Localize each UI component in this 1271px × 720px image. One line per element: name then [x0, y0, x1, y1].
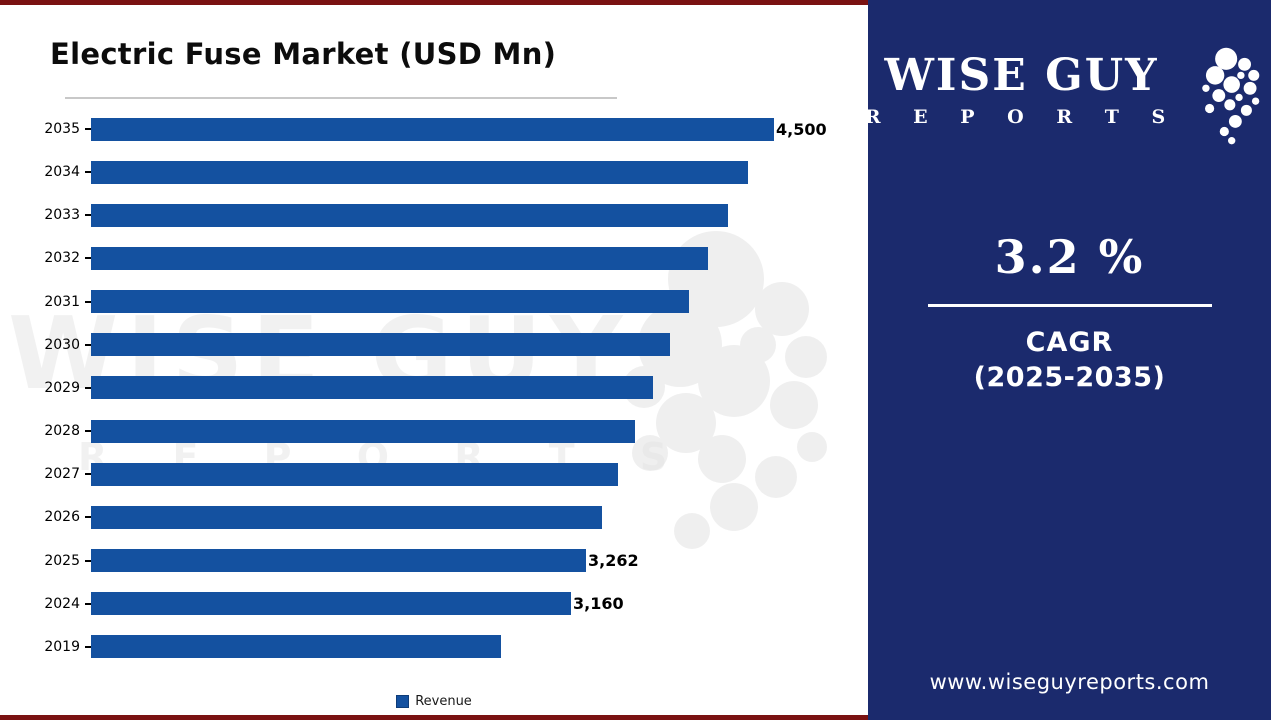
bar-row-2026: 2026	[32, 505, 842, 529]
chart-panel: WISE GUY R E P O R T S Electric Fuse Mar…	[0, 0, 868, 720]
y-tick-mark	[85, 559, 91, 562]
brand-panel: WISE GUY R E P O R T S 3.2 % CAGR (2025-…	[864, 0, 1271, 720]
bar-row-2029: 2029	[32, 376, 842, 400]
title-underline	[65, 97, 617, 99]
y-tick-label: 2035	[44, 121, 80, 137]
y-tick-mark	[85, 430, 91, 433]
bar-row-2033: 2033	[32, 203, 842, 227]
cagr-divider	[927, 304, 1212, 307]
bar-row-2027: 2027	[32, 462, 842, 486]
y-tick-mark	[85, 386, 91, 389]
bar-value-label: 4,500	[776, 119, 827, 139]
bar-value-label: 3,160	[573, 594, 624, 614]
bar-row-2032: 2032	[32, 246, 842, 270]
y-tick-label: 2025	[44, 552, 80, 569]
y-tick-label: 2030	[44, 336, 80, 353]
website-url: www.wiseguyreports.com	[929, 670, 1210, 694]
y-tick-label: 2034	[44, 164, 80, 181]
bar-chart: 2035 4,500 2034 2033 2032 2031 2030 2029 2028 202…	[32, 117, 842, 659]
y-tick-label: 2029	[44, 379, 80, 396]
revenue-bar	[91, 333, 670, 357]
y-tick-mark	[85, 343, 91, 346]
bar-row-2024: 2024 3,160	[32, 592, 842, 616]
y-tick-mark	[85, 214, 91, 217]
y-tick-mark	[85, 645, 91, 648]
brand-subname: R E P O R T S	[864, 106, 1179, 129]
y-tick-mark	[85, 300, 91, 303]
y-tick-mark	[85, 171, 91, 174]
brand-head-icon	[1202, 47, 1260, 145]
bar-value-label: 3,262	[588, 551, 639, 571]
revenue-bar	[91, 376, 653, 400]
revenue-bar	[91, 462, 618, 486]
bar-row-2031: 2031	[32, 290, 842, 314]
revenue-bar	[91, 549, 586, 573]
brand-logo-text: WISE GUY R E P O R T S	[864, 50, 1179, 129]
brand-logo: WISE GUY R E P O R T S	[864, 47, 1271, 150]
revenue-bar	[91, 592, 571, 616]
revenue-bar	[91, 635, 501, 659]
y-tick-mark	[85, 128, 91, 130]
y-tick-label: 2026	[44, 509, 80, 526]
y-tick-label: 2028	[44, 423, 80, 440]
legend-swatch-revenue	[396, 695, 410, 708]
revenue-bar	[91, 160, 748, 184]
chart-title: Electric Fuse Market (USD Mn)	[50, 37, 557, 71]
y-tick-label: 2032	[44, 250, 80, 267]
bar-row-2025: 2025 3,262	[32, 549, 842, 573]
bar-row-2019: 2019	[32, 635, 842, 659]
y-tick-mark	[85, 516, 91, 519]
y-tick-label: 2024	[44, 595, 80, 612]
revenue-bar	[91, 117, 774, 141]
y-tick-mark	[85, 602, 91, 605]
cagr-period: (2025-2035)	[973, 362, 1166, 393]
revenue-bar	[91, 505, 602, 529]
y-tick-label: 2027	[44, 466, 80, 483]
cagr-label: CAGR	[1025, 327, 1114, 358]
cagr-value: 3.2 %	[994, 230, 1145, 284]
revenue-bar	[91, 290, 689, 314]
legend: Revenue	[0, 694, 868, 709]
legend-label-revenue: Revenue	[415, 694, 472, 709]
bar-row-2035: 2035 4,500	[32, 117, 842, 141]
revenue-bar	[91, 246, 708, 270]
revenue-bar	[91, 203, 728, 227]
y-tick-mark	[85, 257, 91, 260]
bar-row-2034: 2034	[32, 160, 842, 184]
bar-row-2030: 2030	[32, 333, 842, 357]
y-tick-label: 2031	[44, 293, 80, 310]
brand-name: WISE GUY	[884, 50, 1159, 101]
y-tick-mark	[85, 473, 91, 476]
y-tick-label: 2033	[44, 207, 80, 224]
bar-row-2028: 2028	[32, 419, 842, 443]
y-tick-label: 2019	[44, 638, 80, 655]
revenue-bar	[91, 419, 635, 443]
